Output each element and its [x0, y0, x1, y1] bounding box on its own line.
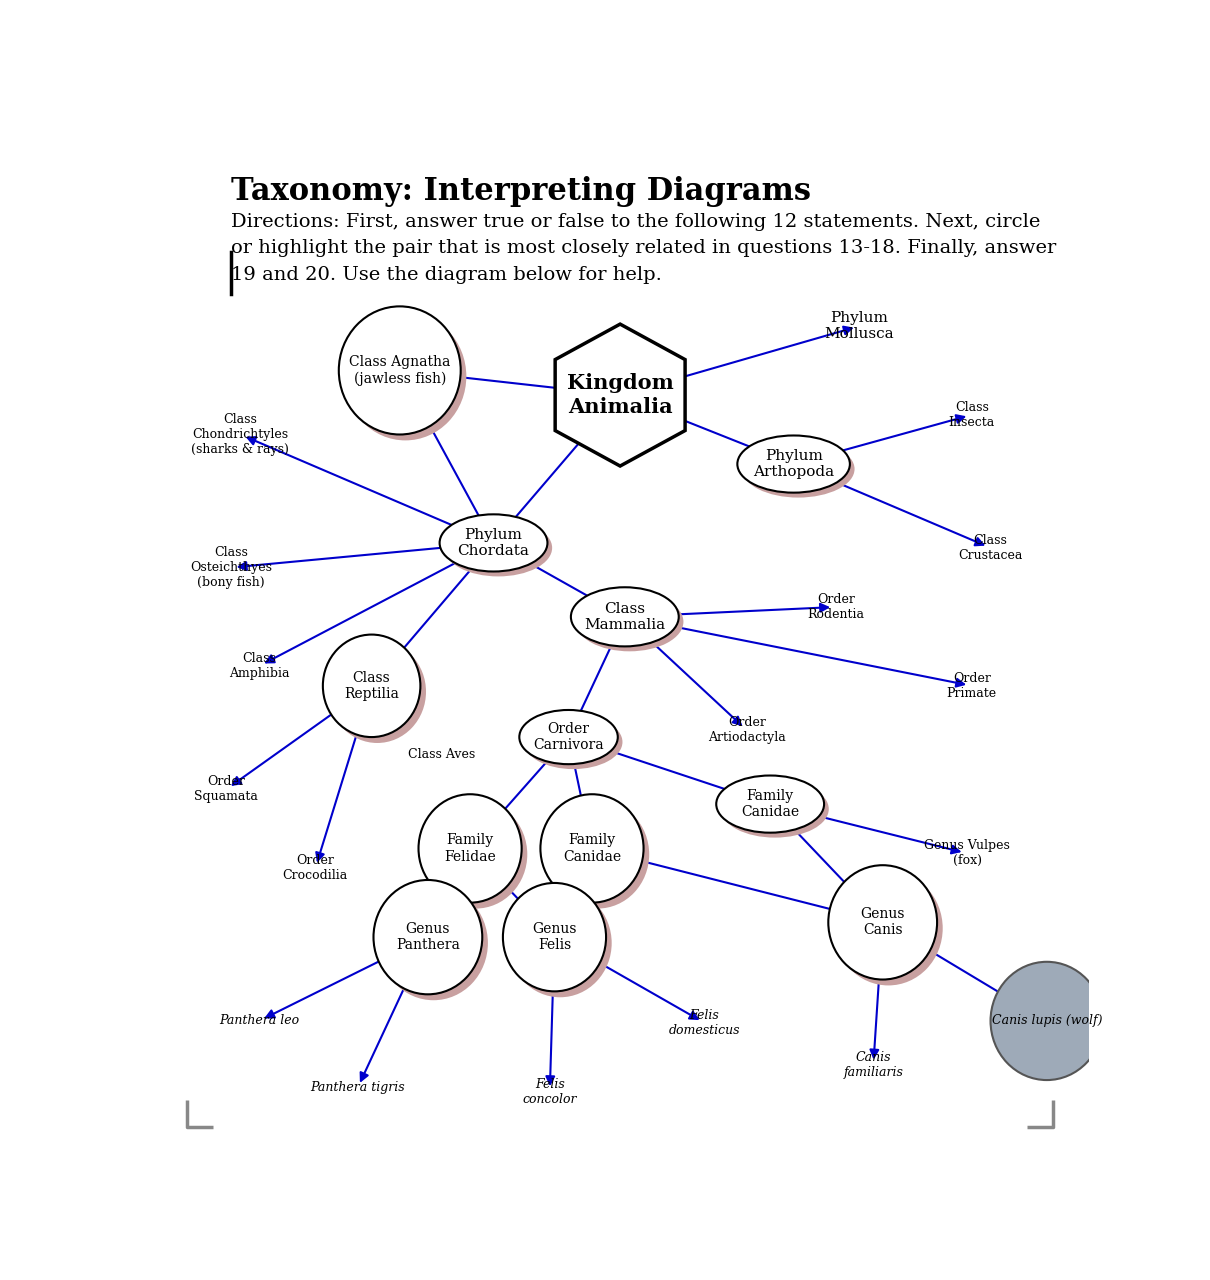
Text: Taxonomy: Interpreting Diagrams: Taxonomy: Interpreting Diagrams — [231, 177, 811, 207]
Text: Panthera tigris: Panthera tigris — [310, 1082, 405, 1094]
Ellipse shape — [439, 515, 547, 571]
Text: Class Agnatha
(jawless fish): Class Agnatha (jawless fish) — [348, 355, 450, 385]
Text: Phylum
Arthopoda: Phylum Arthopoda — [753, 449, 834, 479]
Text: Phylum
Chordata: Phylum Chordata — [457, 527, 530, 558]
Circle shape — [834, 872, 943, 986]
Text: Family
Felidae: Family Felidae — [444, 833, 496, 864]
Text: Genus
Felis: Genus Felis — [532, 922, 577, 952]
Circle shape — [503, 883, 606, 992]
Text: Panthera leo: Panthera leo — [219, 1015, 299, 1028]
Text: Canis lupis (wolf): Canis lupis (wolf) — [991, 1015, 1102, 1028]
Text: Genus
Canis: Genus Canis — [860, 908, 905, 937]
Text: Genus
Panthera: Genus Panthera — [396, 922, 460, 952]
Text: Family
Canidae: Family Canidae — [563, 833, 621, 864]
Ellipse shape — [737, 435, 849, 493]
Ellipse shape — [571, 588, 679, 646]
Text: Canis
familiaris: Canis familiaris — [843, 1051, 903, 1079]
Text: Family
Canidae: Family Canidae — [741, 788, 800, 819]
Circle shape — [546, 800, 650, 909]
Circle shape — [374, 879, 483, 995]
Circle shape — [323, 635, 420, 737]
Circle shape — [419, 794, 522, 902]
Text: Felis
concolor: Felis concolor — [523, 1078, 577, 1106]
Text: Order
Carnivora: Order Carnivora — [534, 722, 604, 753]
Ellipse shape — [721, 781, 829, 837]
Circle shape — [425, 800, 528, 909]
Text: Genus Vulpes
(fox): Genus Vulpes (fox) — [924, 840, 1010, 868]
Text: Class
Crustacea: Class Crustacea — [958, 534, 1022, 562]
Text: Order
Artiodactyla: Order Artiodactyla — [708, 717, 785, 744]
Polygon shape — [555, 324, 685, 466]
Text: Kingdom
Animalia: Kingdom Animalia — [566, 374, 674, 417]
Circle shape — [345, 312, 466, 440]
Text: Order
Squamata: Order Squamata — [195, 776, 258, 804]
Circle shape — [541, 794, 644, 902]
Circle shape — [339, 306, 461, 434]
Ellipse shape — [576, 593, 684, 652]
Ellipse shape — [444, 520, 552, 576]
Ellipse shape — [519, 710, 618, 764]
Text: Order
Primate: Order Primate — [946, 672, 997, 700]
Text: Felis
domesticus: Felis domesticus — [669, 1009, 741, 1037]
Text: Order
Crocodilia: Order Crocodilia — [283, 854, 348, 882]
Circle shape — [508, 888, 612, 997]
Text: Class
Mammalia: Class Mammalia — [584, 602, 666, 632]
Text: Class
Osteichthyes
(bony fish): Class Osteichthyes (bony fish) — [190, 547, 272, 589]
Text: Phylum
Mollusca: Phylum Mollusca — [824, 311, 894, 342]
Text: Class
Insecta: Class Insecta — [949, 401, 995, 429]
Text: Order
Rodentia: Order Rodentia — [807, 593, 864, 621]
Text: Class
Chondrichtyles
(sharks & rays): Class Chondrichtyles (sharks & rays) — [191, 413, 289, 456]
Circle shape — [991, 961, 1104, 1080]
Text: Class
Amphibia: Class Amphibia — [229, 652, 289, 680]
Text: Class
Reptilia: Class Reptilia — [344, 671, 399, 701]
Circle shape — [379, 886, 488, 1000]
Text: Directions: First, answer true or false to the following 12 statements. Next, ci: Directions: First, answer true or false … — [231, 212, 1056, 284]
Text: Class Aves: Class Aves — [408, 749, 476, 762]
Ellipse shape — [742, 440, 854, 498]
Circle shape — [328, 640, 426, 742]
Ellipse shape — [524, 716, 622, 769]
Circle shape — [829, 865, 937, 979]
Ellipse shape — [716, 776, 824, 833]
